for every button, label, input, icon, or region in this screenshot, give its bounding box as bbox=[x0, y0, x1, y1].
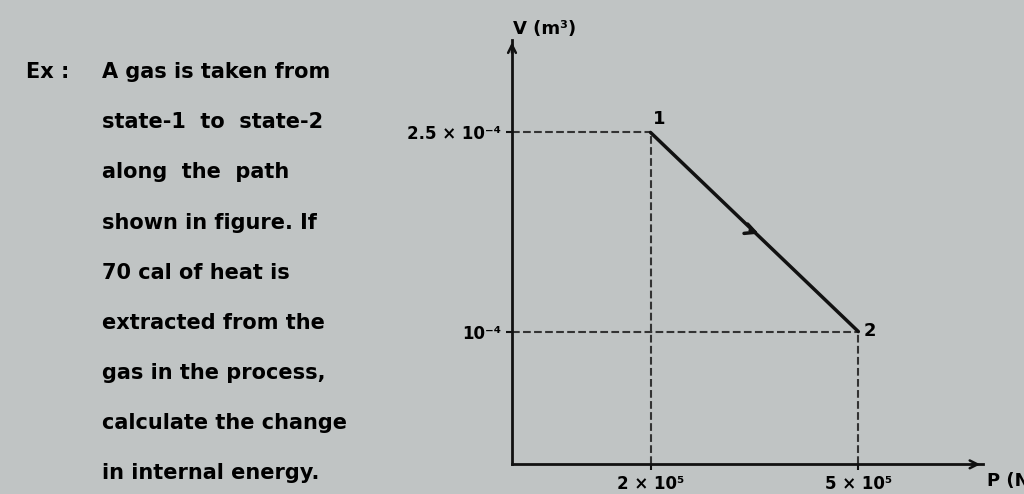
Text: P (N/m²): P (N/m²) bbox=[986, 472, 1024, 491]
Text: calculate the change: calculate the change bbox=[102, 413, 347, 433]
Text: gas in the process,: gas in the process, bbox=[102, 363, 326, 383]
Text: 70 cal of heat is: 70 cal of heat is bbox=[102, 263, 290, 283]
Text: in internal energy.: in internal energy. bbox=[102, 463, 319, 483]
Text: shown in figure. If: shown in figure. If bbox=[102, 212, 317, 233]
Text: V (m³): V (m³) bbox=[513, 20, 577, 38]
Text: A gas is taken from: A gas is taken from bbox=[102, 62, 331, 82]
Text: 1: 1 bbox=[653, 111, 666, 128]
Text: along  the  path: along the path bbox=[102, 163, 290, 182]
Text: Ex :: Ex : bbox=[26, 62, 69, 82]
Text: state-1  to  state-2: state-1 to state-2 bbox=[102, 112, 324, 132]
Text: 2: 2 bbox=[863, 322, 876, 340]
Text: extracted from the: extracted from the bbox=[102, 313, 326, 333]
